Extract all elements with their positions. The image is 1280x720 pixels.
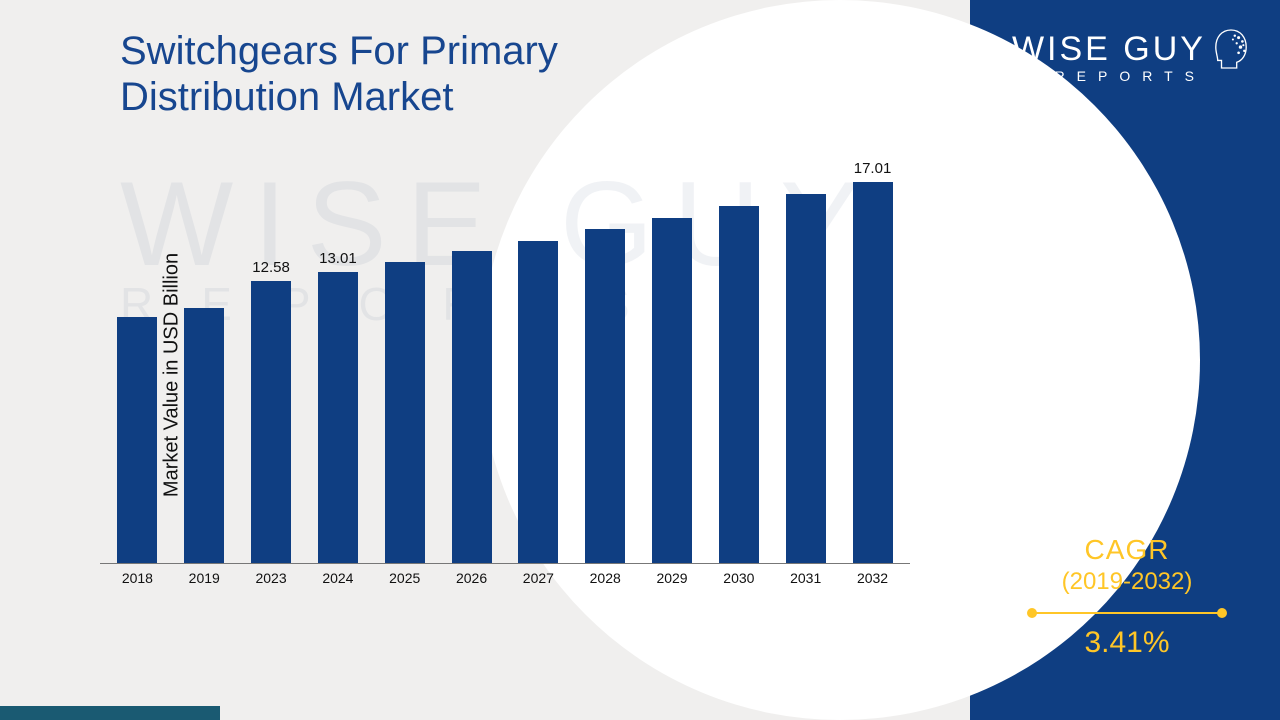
- bar-rect: [452, 251, 492, 563]
- x-tick-label: 2025: [371, 566, 438, 590]
- bar-value-label: 12.58: [252, 259, 290, 277]
- bar-rect: [585, 229, 625, 563]
- x-tick-label: 2029: [639, 566, 706, 590]
- bar-rect: [786, 194, 826, 563]
- bar-rect: [719, 206, 759, 563]
- cagr-value: 3.41%: [1002, 626, 1252, 660]
- bar-rect: [518, 241, 558, 563]
- x-axis-line: [100, 563, 910, 564]
- bar-rect: [184, 308, 224, 563]
- bar: [438, 160, 505, 563]
- bar: 12.58: [238, 160, 305, 563]
- bar-rect: [652, 218, 692, 563]
- bar: 17.01: [839, 160, 906, 563]
- bar-rect: [117, 317, 157, 563]
- bar-rect: [318, 272, 358, 563]
- bar: [639, 160, 706, 563]
- x-tick-label: 2032: [839, 566, 906, 590]
- brand-logo: WISE GUY REPORTS: [1012, 28, 1250, 84]
- bar: [104, 160, 171, 563]
- chart-title: Switchgears For Primary Distribution Mar…: [120, 28, 640, 120]
- bar-value-label: 17.01: [854, 160, 892, 178]
- bar: [171, 160, 238, 563]
- x-tick-label: 2026: [438, 566, 505, 590]
- bar-rect: [385, 262, 425, 563]
- x-tick-label: 2030: [705, 566, 772, 590]
- cagr-label: CAGR: [1002, 534, 1252, 566]
- footer-accent-bar: [0, 706, 220, 720]
- cagr-period: (2019-2032): [1002, 568, 1252, 596]
- brain-head-icon: [1212, 28, 1250, 70]
- bar-rect: [853, 182, 893, 563]
- plot-area: 12.58 13.01 17.01: [100, 160, 910, 564]
- x-tick-label: 2023: [238, 566, 305, 590]
- x-tick-label: 2027: [505, 566, 572, 590]
- cagr-divider: [1032, 612, 1222, 614]
- bar-value-label: 13.01: [319, 250, 357, 268]
- bar: [572, 160, 639, 563]
- brand-name: WISE GUY: [1012, 30, 1206, 69]
- x-tick-label: 2028: [572, 566, 639, 590]
- cagr-block: CAGR (2019-2032) 3.41%: [1002, 534, 1252, 660]
- brand-subtitle: REPORTS: [1012, 68, 1250, 84]
- x-tick-label: 2024: [304, 566, 371, 590]
- bar: [371, 160, 438, 563]
- x-tick-label: 2018: [104, 566, 171, 590]
- bar: 13.01: [304, 160, 371, 563]
- x-tick-label: 2019: [171, 566, 238, 590]
- bars-container: 12.58 13.01 17.01: [100, 160, 910, 563]
- infographic-canvas: WISE GUY REPORTS WISE GUY REPORTS Switch…: [0, 0, 1280, 720]
- x-tick-label: 2031: [772, 566, 839, 590]
- x-axis-labels: 2018201920232024202520262027202820292030…: [100, 566, 910, 590]
- bar: [772, 160, 839, 563]
- bar-chart: Market Value in USD Billion 12.5813.0117…: [60, 160, 910, 590]
- bar: [705, 160, 772, 563]
- bar-rect: [251, 281, 291, 563]
- bar: [505, 160, 572, 563]
